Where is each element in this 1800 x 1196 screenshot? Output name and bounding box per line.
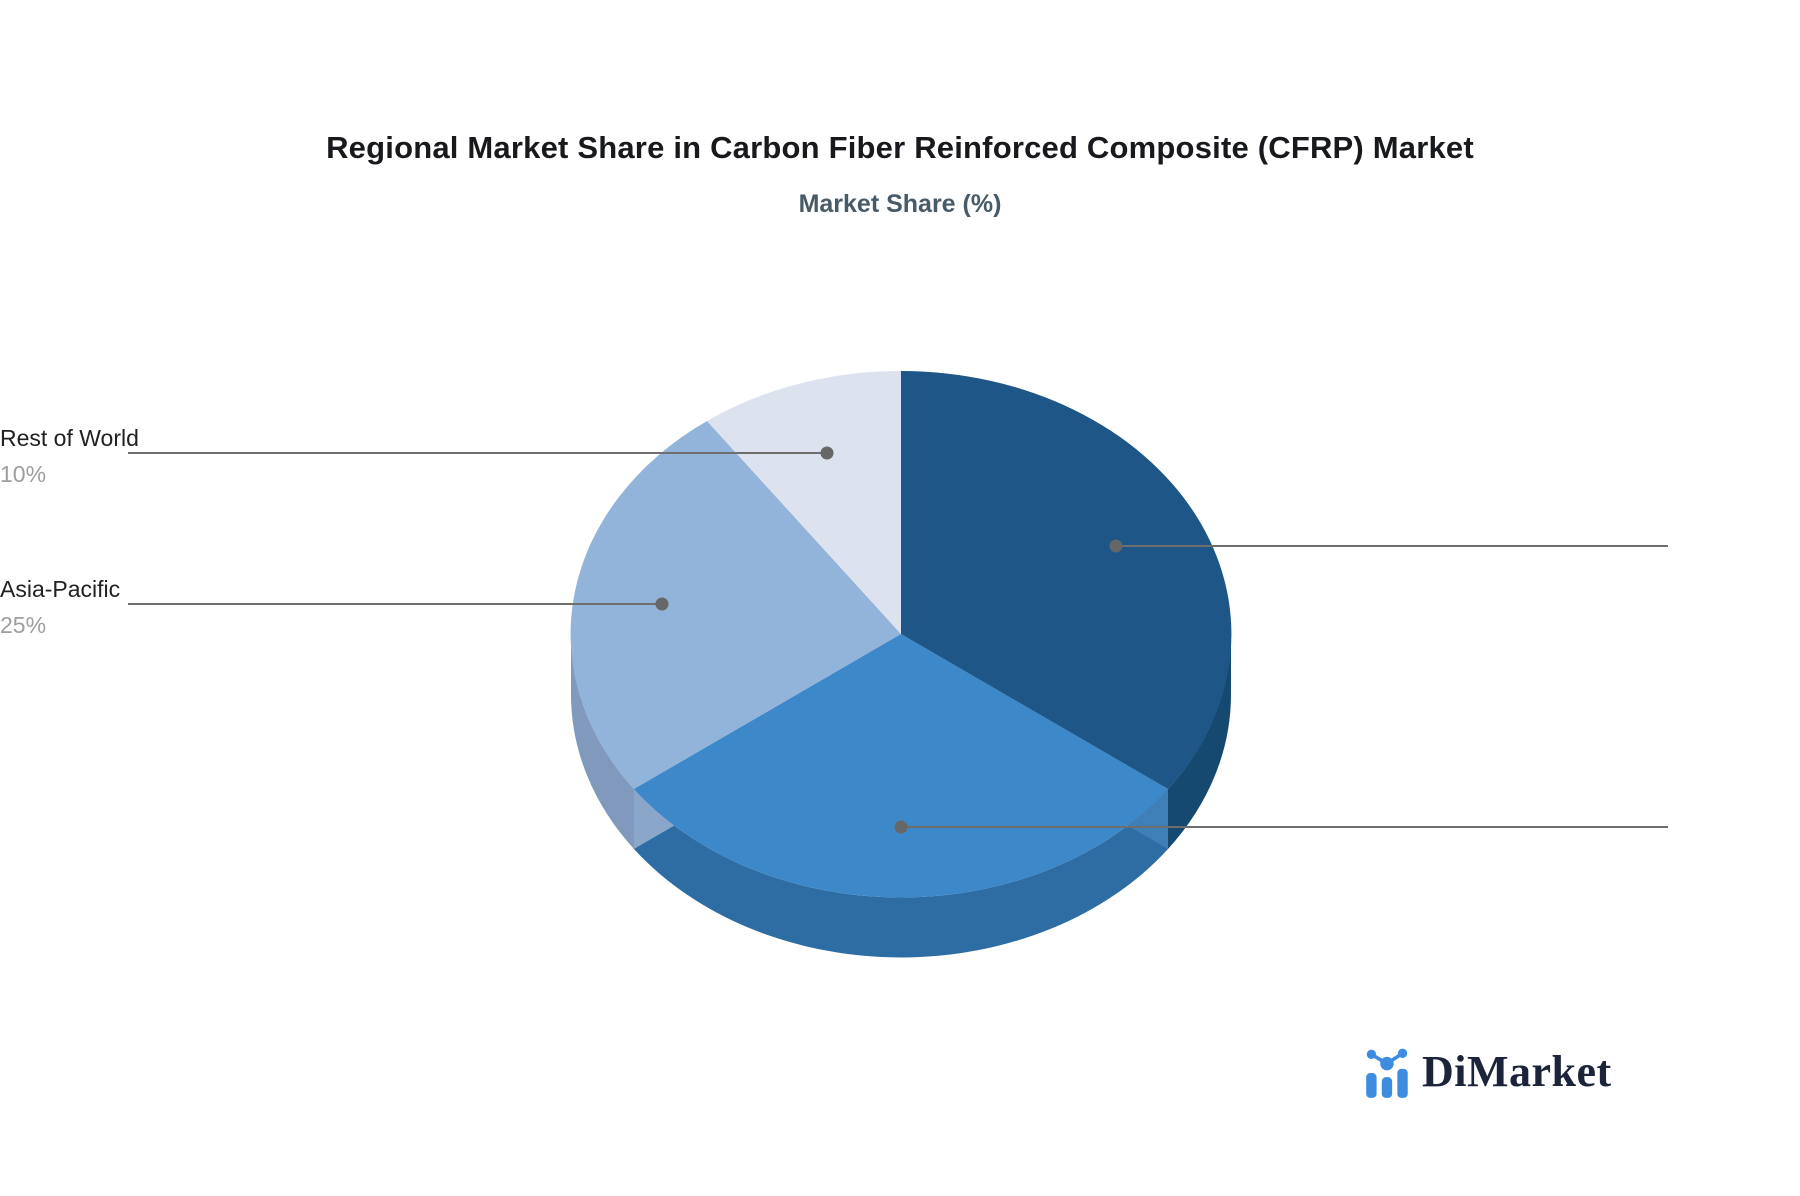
pie-slice-north-america[interactable] [901,370,1232,789]
bar-line-chart-icon [1366,1048,1408,1098]
pie-side-asia-pacific [570,634,634,849]
pie-slice-asia-pacific[interactable] [570,421,901,789]
pie-slice-rest-of-world[interactable] [707,370,901,634]
leader-dot-rest-of-world [820,446,834,460]
leader-dot-europe [894,820,908,834]
dimarket-wordmark: DiMarket [1422,1047,1612,1096]
callout-lines [128,452,1668,828]
leader-dot-asia-pacific [655,597,669,611]
leader-dot-north-america [1109,539,1123,553]
callout-dots [655,446,1123,834]
pie-slice-europe[interactable] [634,634,1168,898]
slice-label-rest-of-world: Rest of World [0,425,139,451]
slice-percent-asia-pacific: 25% [0,612,47,638]
slice-percent-rest-of-world: 10% [0,461,47,487]
chart-subtitle: Market Share (%) [798,190,1002,218]
chart-title: Regional Market Share in Carbon Fiber Re… [326,130,1474,165]
pie-side-north-america [1168,634,1232,849]
slice-label-asia-pacific: Asia-Pacific [0,576,121,602]
pie-side-europe [634,789,1168,958]
